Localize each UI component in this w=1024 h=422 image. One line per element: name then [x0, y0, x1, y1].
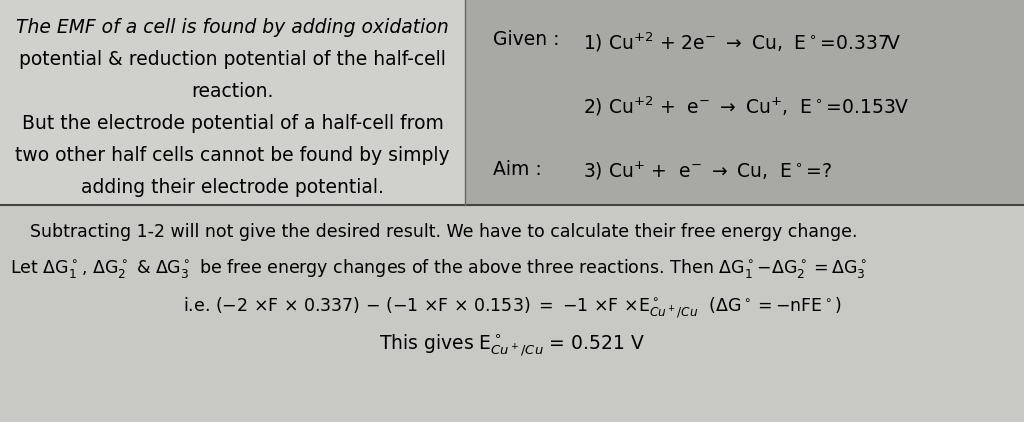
Bar	[465, 0, 1024, 205]
Text: Let $\Delta$G$^\circ_1$, $\Delta$G$^\circ_2$ & $\Delta$G$^\circ_3$ be free energ: Let $\Delta$G$^\circ_1$, $\Delta$G$^\cir…	[10, 257, 866, 280]
Text: This gives E$^\circ_{Cu^+/Cu}$ = 0.521 V: This gives E$^\circ_{Cu^+/Cu}$ = 0.521 V	[379, 333, 645, 359]
Text: 1) Cu$^{+2}$ + 2e$^{-}$ $\rightarrow$ Cu,  E$^\circ$=0.337V: 1) Cu$^{+2}$ + 2e$^{-}$ $\rightarrow$ Cu…	[583, 30, 901, 54]
Text: 3) Cu$^{+}$ +  e$^{-}$ $\rightarrow$ Cu,  E$^\circ$=?: 3) Cu$^{+}$ + e$^{-}$ $\rightarrow$ Cu, …	[583, 160, 831, 182]
Text: The EMF of a cell is found by adding oxidation: The EMF of a cell is found by adding oxi…	[16, 18, 449, 37]
Bar	[0, 205, 1024, 422]
Text: Aim :: Aim :	[493, 160, 542, 179]
Bar	[0, 0, 465, 205]
Text: reaction.: reaction.	[191, 82, 273, 101]
Text: 2) Cu$^{+2}$ +  e$^{-}$ $\rightarrow$ Cu$^{+}$,  E$^\circ$=0.153V: 2) Cu$^{+2}$ + e$^{-}$ $\rightarrow$ Cu$…	[583, 95, 909, 119]
Text: But the electrode potential of a half-cell from: But the electrode potential of a half-ce…	[22, 114, 443, 133]
Text: two other half cells cannot be found by simply: two other half cells cannot be found by …	[15, 146, 450, 165]
Text: potential & reduction potential of the half-cell: potential & reduction potential of the h…	[19, 50, 445, 69]
Text: Given :: Given :	[493, 30, 559, 49]
Text: i.e. ($-$2 $\times$F $\times$ 0.337) $-$ ($-$1 $\times$F $\times$ 0.153) $=$ $-$: i.e. ($-$2 $\times$F $\times$ 0.337) $-$…	[182, 295, 842, 319]
Text: Subtracting 1-2 will not give the desired result. We have to calculate their fre: Subtracting 1-2 will not give the desire…	[30, 223, 857, 241]
Text: adding their electrode potential.: adding their electrode potential.	[81, 178, 384, 197]
